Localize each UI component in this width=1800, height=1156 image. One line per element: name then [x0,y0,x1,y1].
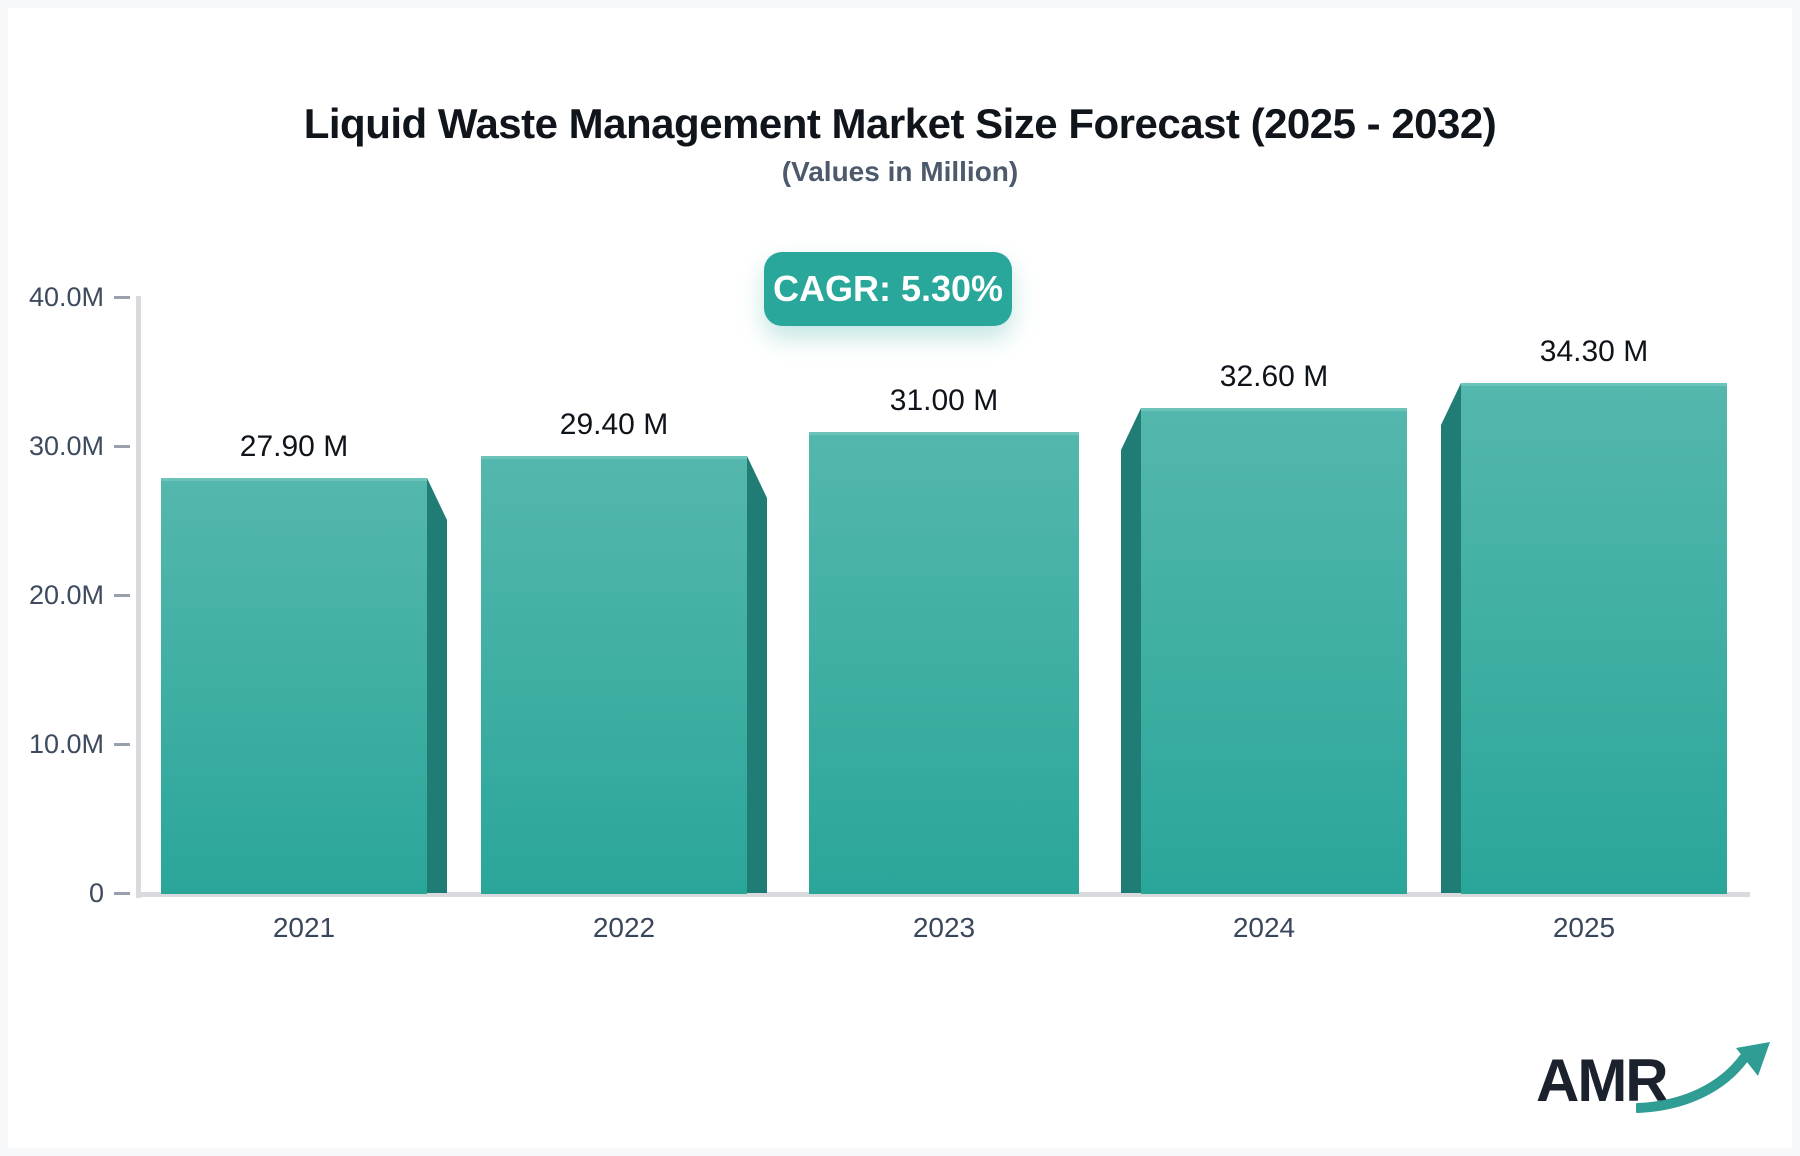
bar-chart-plot-area: 0 10.0M 20.0M 30.0M 40.0M 27.90 M 2021 29.40 M 2… [8,8,1792,1148]
bar-2023[interactable] [809,432,1079,894]
bar-side-face [1121,408,1141,893]
x-tick-label-2024: 2024 [1232,912,1296,943]
bar-value-label: 31.00 M [889,384,999,417]
y-axis-line [136,296,141,898]
y-tick-mark [114,892,130,895]
x-tick-label-2022: 2022 [592,912,656,943]
x-tick-label-2023: 2023 [912,912,976,943]
x-tick-label-2021: 2021 [272,912,336,943]
y-tick-label: 40.0M [28,282,104,312]
cagr-badge: CAGR: 5.30% [764,252,1012,326]
bar-value-label: 29.40 M [559,408,669,441]
bar-side-face [427,478,447,893]
bar-side-face [1441,383,1461,893]
y-tick-label: 20.0M [28,580,104,610]
x-axis-line [136,892,1750,897]
y-tick-mark [114,445,130,448]
growth-arrow-icon [1636,1042,1770,1113]
bar-value-label: 32.60 M [1219,360,1329,393]
y-tick-label: 0 [88,878,104,908]
bar-2022[interactable] [481,456,747,894]
x-tick-label-2025: 2025 [1552,912,1616,943]
bar-value-label: 27.90 M [239,430,349,463]
y-tick-label: 30.0M [28,431,104,461]
bar-2021[interactable] [161,478,427,894]
y-tick-label: 10.0M [28,729,104,759]
bar-2025[interactable] [1461,383,1727,894]
y-tick-mark [114,743,130,746]
chart-title: Liquid Waste Management Market Size Fore… [303,100,1497,147]
y-tick-mark [114,296,130,299]
amr-logo: AMR [1528,1038,1770,1128]
bar-value-label: 34.30 M [1539,335,1649,368]
cagr-badge-label: CAGR: 5.30% [772,268,1004,309]
chart-subtitle: (Values in Million) [781,156,1019,187]
y-tick-mark [114,594,130,597]
bar-side-face [747,456,767,893]
chart-card: Liquid Waste Management Market Size Fore… [8,8,1792,1148]
bar-2024[interactable] [1141,408,1407,894]
